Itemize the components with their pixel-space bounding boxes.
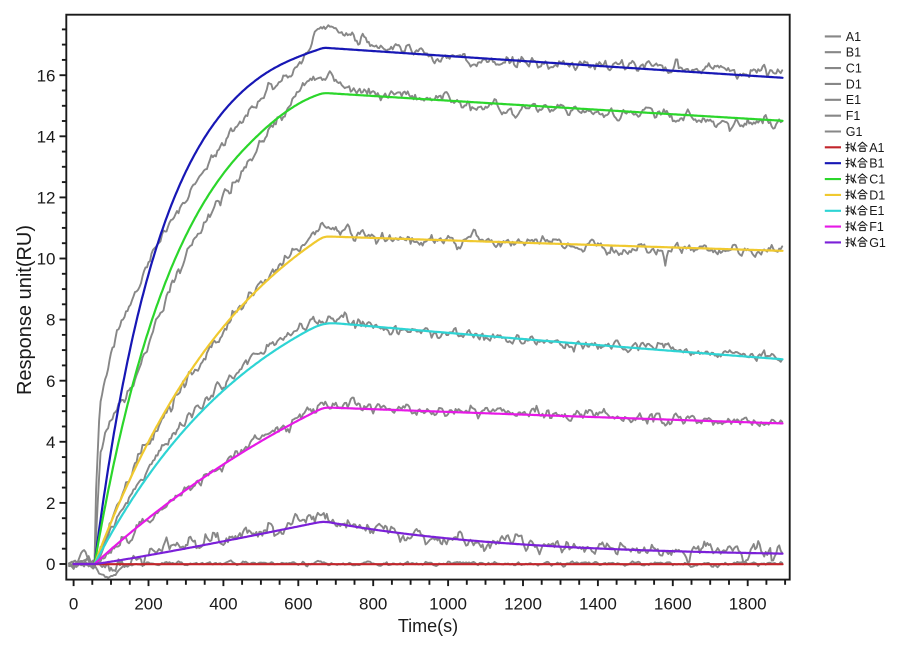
svg-text:E1: E1 xyxy=(846,93,861,107)
svg-text:E1: E1 xyxy=(869,204,884,218)
svg-text:Response unit(RU): Response unit(RU) xyxy=(14,225,36,395)
svg-text:B1: B1 xyxy=(846,46,861,60)
svg-text:1000: 1000 xyxy=(429,595,467,614)
svg-text:800: 800 xyxy=(359,595,387,614)
svg-text:F1: F1 xyxy=(869,220,884,234)
svg-text:B1: B1 xyxy=(869,157,884,171)
svg-text:0: 0 xyxy=(69,595,78,614)
svg-text:C1: C1 xyxy=(846,62,862,76)
svg-text:10: 10 xyxy=(37,250,56,269)
svg-text:16: 16 xyxy=(37,66,56,85)
svg-text:14: 14 xyxy=(37,127,56,146)
svg-text:6: 6 xyxy=(46,372,55,391)
svg-text:1600: 1600 xyxy=(654,595,692,614)
svg-text:0: 0 xyxy=(46,555,55,574)
svg-text:D1: D1 xyxy=(846,77,862,91)
svg-text:4: 4 xyxy=(46,433,55,452)
svg-text:1800: 1800 xyxy=(729,595,767,614)
svg-text:600: 600 xyxy=(284,595,312,614)
svg-text:A1: A1 xyxy=(846,30,861,44)
svg-text:A1: A1 xyxy=(869,141,884,155)
svg-text:200: 200 xyxy=(134,595,162,614)
svg-text:G1: G1 xyxy=(869,236,886,250)
svg-text:1400: 1400 xyxy=(579,595,617,614)
svg-text:G1: G1 xyxy=(846,125,863,139)
svg-text:2: 2 xyxy=(46,494,55,513)
svg-text:12: 12 xyxy=(37,189,56,208)
svg-text:400: 400 xyxy=(209,595,237,614)
svg-text:1200: 1200 xyxy=(504,595,542,614)
svg-text:C1: C1 xyxy=(869,173,885,187)
svg-text:8: 8 xyxy=(46,311,55,330)
svg-text:Time(s): Time(s) xyxy=(398,616,458,636)
svg-text:D1: D1 xyxy=(869,188,885,202)
svg-text:F1: F1 xyxy=(846,109,861,123)
